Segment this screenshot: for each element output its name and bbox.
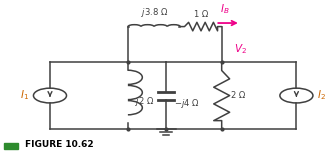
Text: $I_1$: $I_1$ [20,89,29,103]
Text: $V_2$: $V_2$ [234,43,247,56]
Text: 1 Ω: 1 Ω [194,10,208,19]
Bar [4,143,18,149]
Text: $I_2$: $I_2$ [317,89,326,103]
Text: $j$2 Ω: $j$2 Ω [135,95,154,108]
Text: 2 Ω: 2 Ω [231,91,245,100]
Text: $-j$4 Ω: $-j$4 Ω [174,97,199,110]
Text: $I_B$: $I_B$ [220,2,230,16]
Text: $j$3.8 Ω: $j$3.8 Ω [141,6,168,19]
Text: FIGURE 10.62: FIGURE 10.62 [25,140,93,149]
